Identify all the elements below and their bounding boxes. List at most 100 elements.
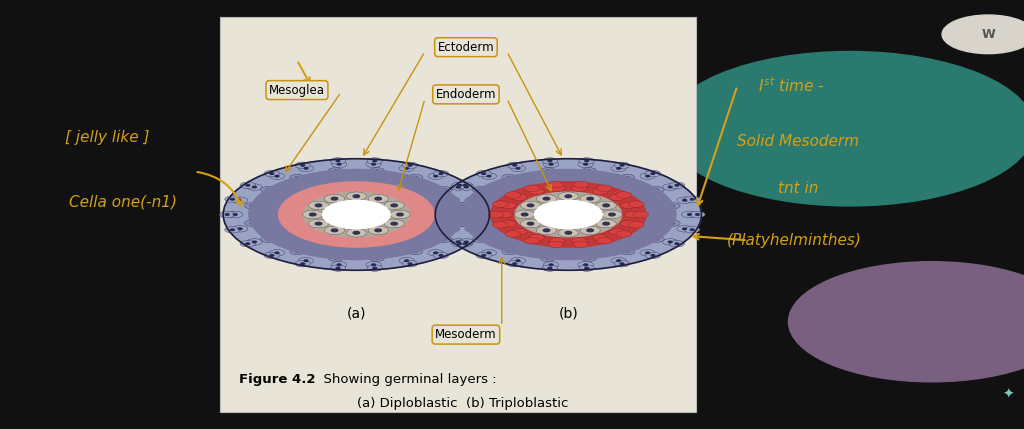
Text: Mesoderm: Mesoderm [435,328,497,341]
Circle shape [571,185,587,191]
Text: [ jelly like ]: [ jelly like ] [66,130,150,145]
Circle shape [439,173,442,175]
Circle shape [571,238,587,244]
Circle shape [478,189,481,190]
Circle shape [588,170,591,172]
Circle shape [431,211,446,218]
Circle shape [301,164,304,166]
Circle shape [677,197,692,203]
Circle shape [695,214,699,215]
Circle shape [593,188,608,195]
Circle shape [290,248,304,255]
Circle shape [336,267,340,269]
Circle shape [372,264,376,266]
Circle shape [516,168,520,169]
Circle shape [507,162,522,169]
Circle shape [264,252,280,259]
Circle shape [437,236,453,242]
Circle shape [548,160,552,162]
Circle shape [596,219,616,228]
Circle shape [616,192,632,198]
Circle shape [457,241,460,243]
Circle shape [459,205,463,206]
Circle shape [296,177,299,178]
Circle shape [232,197,248,203]
Circle shape [275,252,279,254]
Circle shape [295,260,310,267]
Circle shape [391,222,397,225]
Circle shape [452,241,467,247]
Circle shape [544,262,559,268]
Circle shape [367,265,382,271]
Circle shape [626,251,629,252]
Circle shape [788,262,1024,382]
Circle shape [373,160,377,162]
Circle shape [332,197,338,200]
Circle shape [470,211,485,218]
Circle shape [329,168,343,174]
Circle shape [483,214,487,215]
Circle shape [414,251,417,252]
Circle shape [493,222,508,228]
Text: tnt in: tnt in [778,181,818,196]
Circle shape [543,265,558,271]
Circle shape [370,255,384,261]
Circle shape [516,260,520,261]
Circle shape [537,226,557,235]
Circle shape [670,241,685,247]
Circle shape [593,234,608,241]
Text: Showing germinal layers :: Showing germinal layers : [315,373,497,386]
Circle shape [332,229,338,232]
Circle shape [409,248,423,255]
Circle shape [266,239,269,240]
Circle shape [239,199,242,201]
Circle shape [514,210,535,219]
Circle shape [304,168,308,169]
Circle shape [433,170,449,177]
Circle shape [308,201,329,210]
Circle shape [332,262,347,268]
Text: Ectoderm: Ectoderm [437,41,495,54]
Circle shape [227,211,243,218]
Text: (a): (a) [346,306,367,320]
Circle shape [616,168,621,169]
Circle shape [315,204,322,207]
Circle shape [253,186,256,188]
Circle shape [308,219,329,228]
Circle shape [621,202,636,208]
Circle shape [366,161,381,167]
Circle shape [482,254,485,256]
Circle shape [520,201,541,210]
Circle shape [472,236,487,242]
Circle shape [376,170,379,172]
Circle shape [682,211,697,218]
Circle shape [621,248,635,255]
Circle shape [609,213,615,216]
Circle shape [478,229,482,230]
Circle shape [614,260,630,267]
Circle shape [655,239,658,240]
Circle shape [671,223,675,224]
Circle shape [640,250,655,256]
Circle shape [250,205,254,206]
Circle shape [458,184,462,186]
Circle shape [942,15,1024,54]
Circle shape [270,254,273,256]
Text: Cella one(-n1): Cella one(-n1) [69,194,177,209]
Circle shape [295,162,310,169]
Circle shape [224,227,241,233]
Circle shape [513,164,516,166]
Circle shape [465,241,468,243]
Circle shape [376,257,379,259]
Text: Solid Mesoderm: Solid Mesoderm [737,134,859,149]
Circle shape [457,186,460,188]
Circle shape [368,194,388,203]
Text: $I^{st}$ time -: $I^{st}$ time - [758,76,824,95]
Circle shape [414,177,417,178]
Circle shape [481,250,497,256]
Circle shape [250,223,254,224]
Circle shape [391,204,397,207]
Circle shape [666,220,680,226]
Circle shape [603,204,609,207]
Text: (a) Diploblastic  (b) Triploblastic: (a) Diploblastic (b) Triploblastic [356,397,568,410]
